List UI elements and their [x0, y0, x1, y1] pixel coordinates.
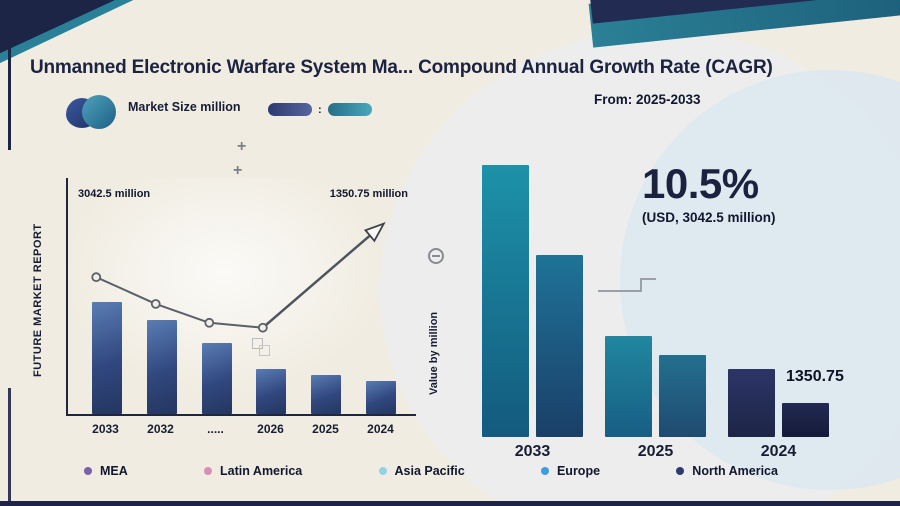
left-chart-xlabels: 2033 2032..... 2026 2025 2024 — [78, 422, 408, 436]
plus-decoration: + — [237, 138, 247, 155]
legend-item-latin-america: Latin America — [204, 464, 302, 478]
step-line-decoration — [640, 278, 656, 280]
period-label: From: 2025-2033 — [594, 92, 701, 107]
left-axis-label-2025: 2025 — [312, 422, 339, 436]
legend-item-europe: Europe — [540, 464, 601, 478]
left-bar-column — [135, 320, 190, 414]
left-bar-2025 — [311, 375, 342, 414]
legend-label: MEA — [100, 464, 128, 478]
left-bar-column — [80, 302, 135, 414]
right-axis-label-2024: 2024 — [760, 443, 797, 460]
right-chart-group-bars — [605, 163, 706, 437]
circle-minus-decoration — [428, 248, 444, 264]
left-chart-bars — [80, 178, 408, 414]
legend-dot — [676, 467, 685, 475]
left-bar-..... — [201, 343, 232, 414]
step-line-decoration — [640, 278, 642, 292]
legend-dot — [84, 467, 92, 475]
region-legend: MEA Latin America Asia Pacific Europe North … — [84, 464, 778, 478]
left-bar-column — [353, 381, 408, 414]
trend-arrow — [91, 221, 386, 333]
legend-label: Europe — [556, 464, 601, 478]
legend-item-mea: MEA — [84, 464, 128, 478]
right-chart-ylabel: Value by million — [428, 311, 440, 395]
right-bar-2025-series-1 — [605, 336, 652, 437]
left-bar-2026 — [256, 369, 287, 414]
market-size-label: Market Size million — [128, 100, 241, 114]
right-chart-group-2025: 2025 — [605, 163, 706, 461]
right-bar-2033-series-1 — [482, 165, 529, 437]
left-axis-label-2033: 2033 — [92, 422, 119, 436]
pill-navy — [268, 103, 312, 116]
right-chart-group-2033: 2033 — [482, 163, 583, 461]
legend-dot — [378, 467, 387, 475]
pill-decorations: : — [268, 103, 372, 116]
legend-item-asia-pacific: Asia Pacific — [378, 464, 465, 478]
market-size-icon — [66, 95, 116, 131]
step-line-decoration — [598, 290, 642, 292]
pill-teal — [327, 103, 372, 116]
right-chart-groups: 2033 2025 2024 — [482, 163, 829, 461]
left-bar-2033 — [92, 302, 123, 414]
left-bar-2024 — [365, 381, 396, 414]
left-axis-label-.....: ..... — [207, 422, 224, 436]
right-chart-group-2024: 2024 — [728, 163, 829, 461]
legend-dot — [540, 467, 549, 475]
plus-decoration: + — [233, 162, 243, 179]
left-axis-label-2026: 2026 — [257, 422, 284, 436]
left-edge-line-top — [8, 0, 11, 150]
left-chart-plot: 3042.5 million 1350.75 million — [66, 178, 416, 416]
left-bar-column — [244, 369, 299, 414]
left-axis-label-2024: 2024 — [367, 422, 394, 436]
legend-label: North America — [692, 464, 778, 478]
left-bar-2032 — [147, 320, 177, 414]
left-bar-column — [299, 375, 354, 414]
left-chart-ylabel: FUTURE MARKET REPORT — [32, 223, 44, 377]
page-title: Unmanned Electronic Warfare System Ma...… — [30, 57, 773, 78]
right-bar-2024-series-1 — [728, 369, 775, 437]
legend-label: Latin America — [220, 464, 303, 478]
value-callout-2024: 1350.75 — [786, 368, 844, 385]
right-bar-2033-series-2 — [536, 255, 583, 437]
bottom-edge-strip — [0, 501, 900, 506]
cagr-value: 10.5% — [642, 160, 759, 207]
legend-item-north-america: North America — [676, 464, 778, 478]
left-axis-label-2032: 2032 — [147, 422, 174, 436]
market-size-icon-front — [82, 95, 116, 129]
right-axis-label-2025: 2025 — [637, 443, 674, 460]
cagr-detail: (USD, 3042.5 million) — [642, 210, 776, 225]
left-chart-end-value: 1350.75 million — [329, 188, 408, 200]
right-chart-group-bars — [728, 163, 829, 437]
legend-label: Asia Pacific — [394, 464, 465, 478]
right-bar-2024-series-2 — [782, 403, 829, 437]
right-bar-2025-series-2 — [659, 355, 706, 437]
left-edge-line-bottom — [8, 388, 11, 506]
right-chart-group-bars — [482, 163, 583, 437]
right-axis-label-2033: 2033 — [514, 443, 551, 460]
left-bar-column — [189, 343, 244, 414]
legend-dot — [204, 467, 213, 475]
pill-separator: : — [318, 103, 322, 116]
left-chart-start-value: 3042.5 million — [78, 188, 151, 200]
